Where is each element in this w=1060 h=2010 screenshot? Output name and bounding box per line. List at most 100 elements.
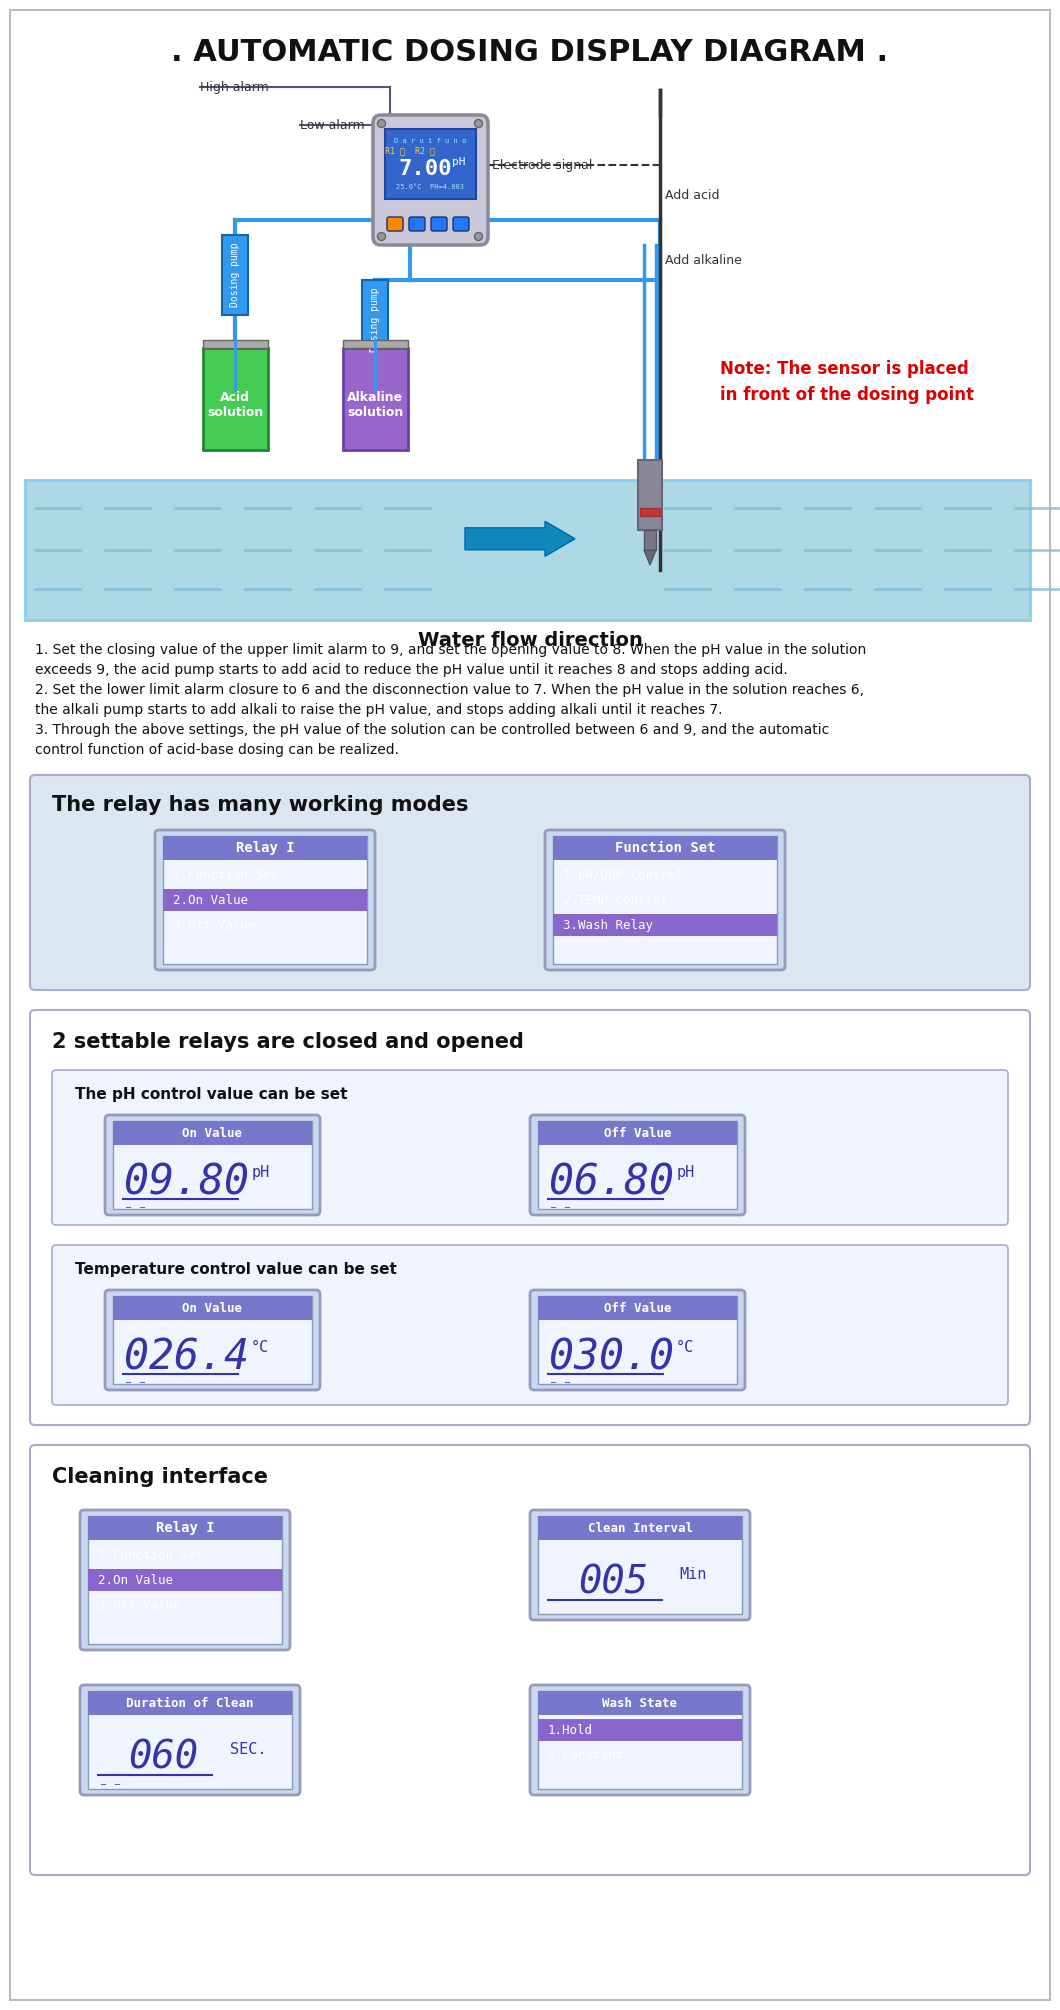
Text: Acid
solution: Acid solution bbox=[207, 392, 263, 418]
Text: pH: pH bbox=[676, 1164, 694, 1180]
Bar bbox=[343, 348, 408, 450]
FancyArrow shape bbox=[465, 521, 575, 557]
Text: 030.0: 030.0 bbox=[549, 1337, 674, 1379]
Text: Low alarm: Low alarm bbox=[300, 119, 365, 131]
Text: 060: 060 bbox=[128, 1739, 198, 1777]
Bar bbox=[553, 836, 777, 860]
Bar bbox=[88, 1516, 282, 1644]
Text: . AUTOMATIC DOSING DISPLAY DIAGRAM .: . AUTOMATIC DOSING DISPLAY DIAGRAM . bbox=[172, 38, 888, 66]
Text: Dosing pump: Dosing pump bbox=[230, 243, 240, 308]
FancyBboxPatch shape bbox=[155, 830, 375, 971]
Circle shape bbox=[377, 119, 386, 127]
FancyBboxPatch shape bbox=[52, 1069, 1008, 1224]
Text: The relay has many working modes: The relay has many working modes bbox=[52, 796, 469, 814]
FancyBboxPatch shape bbox=[105, 1290, 320, 1391]
Text: Alkaline
solution: Alkaline solution bbox=[347, 392, 403, 418]
Text: 026.4: 026.4 bbox=[124, 1337, 249, 1379]
FancyBboxPatch shape bbox=[431, 217, 447, 231]
Circle shape bbox=[377, 233, 386, 241]
FancyBboxPatch shape bbox=[30, 776, 1030, 991]
Text: ─  ─: ─ ─ bbox=[100, 1781, 120, 1789]
Circle shape bbox=[475, 233, 482, 241]
Text: °C: °C bbox=[676, 1341, 694, 1355]
Bar bbox=[163, 836, 367, 965]
Bar bbox=[88, 1690, 292, 1715]
Text: ─  ─: ─ ─ bbox=[550, 1204, 570, 1212]
Text: Wash State: Wash State bbox=[602, 1696, 677, 1708]
FancyBboxPatch shape bbox=[387, 217, 403, 231]
Bar bbox=[222, 235, 248, 316]
Text: The pH control value can be set: The pH control value can be set bbox=[75, 1087, 348, 1101]
Text: Cleaning interface: Cleaning interface bbox=[52, 1467, 268, 1487]
Bar bbox=[88, 1570, 282, 1592]
Text: 2. Set the lower limit alarm closure to 6 and the disconnection value to 7. When: 2. Set the lower limit alarm closure to … bbox=[35, 683, 864, 697]
Text: 1. Set the closing value of the upper limit alarm to 9, and set the opening valu: 1. Set the closing value of the upper li… bbox=[35, 643, 866, 657]
Bar bbox=[538, 1296, 737, 1385]
Text: 3.Off Value: 3.Off Value bbox=[98, 1598, 180, 1612]
Text: Electrode signal: Electrode signal bbox=[492, 159, 593, 171]
Bar bbox=[113, 1296, 312, 1385]
Text: 1.Hold: 1.Hold bbox=[548, 1723, 593, 1737]
Text: pH: pH bbox=[452, 157, 465, 167]
FancyBboxPatch shape bbox=[530, 1684, 750, 1795]
Polygon shape bbox=[644, 551, 656, 565]
FancyBboxPatch shape bbox=[530, 1116, 745, 1214]
Bar bbox=[343, 340, 408, 348]
FancyBboxPatch shape bbox=[80, 1684, 300, 1795]
FancyBboxPatch shape bbox=[453, 217, 469, 231]
Text: 1.Function Set: 1.Function Set bbox=[173, 868, 278, 882]
Text: Dosing pump: Dosing pump bbox=[370, 287, 379, 352]
Bar bbox=[538, 1719, 742, 1741]
Bar bbox=[538, 1122, 737, 1208]
Text: Duration of Clean: Duration of Clean bbox=[126, 1696, 253, 1708]
Bar bbox=[538, 1122, 737, 1146]
Text: High alarm: High alarm bbox=[200, 80, 269, 94]
Text: R1 ⊿  R2 ⊿: R1 ⊿ R2 ⊿ bbox=[385, 147, 435, 155]
Text: °C: °C bbox=[251, 1341, 269, 1355]
Bar bbox=[113, 1122, 312, 1146]
Text: ─  ─: ─ ─ bbox=[550, 1379, 570, 1387]
Text: Off Value: Off Value bbox=[604, 1302, 671, 1315]
Text: Add alkaline: Add alkaline bbox=[665, 253, 742, 267]
FancyBboxPatch shape bbox=[30, 1009, 1030, 1425]
Text: 7.00: 7.00 bbox=[399, 159, 452, 179]
Text: exceeds 9, the acid pump starts to add acid to reduce the pH value until it reac: exceeds 9, the acid pump starts to add a… bbox=[35, 663, 788, 677]
Bar bbox=[553, 836, 777, 965]
Circle shape bbox=[475, 119, 482, 127]
Text: 1.pH/ORP Control: 1.pH/ORP Control bbox=[563, 868, 683, 882]
Text: On Value: On Value bbox=[182, 1126, 243, 1140]
FancyBboxPatch shape bbox=[373, 115, 488, 245]
Text: control function of acid-base dosing can be realized.: control function of acid-base dosing can… bbox=[35, 744, 399, 758]
Bar bbox=[538, 1516, 742, 1614]
Text: 3. Through the above settings, the pH value of the solution can be controlled be: 3. Through the above settings, the pH va… bbox=[35, 724, 829, 738]
FancyBboxPatch shape bbox=[530, 1290, 745, 1391]
Text: 1.Function Set: 1.Function Set bbox=[98, 1548, 204, 1562]
Text: 3.Wash Relay: 3.Wash Relay bbox=[563, 919, 653, 931]
FancyBboxPatch shape bbox=[530, 1510, 750, 1620]
Text: the alkali pump starts to add alkali to raise the pH value, and stops adding alk: the alkali pump starts to add alkali to … bbox=[35, 704, 723, 718]
Text: Function Set: Function Set bbox=[615, 840, 716, 854]
Bar bbox=[363, 279, 388, 360]
FancyBboxPatch shape bbox=[545, 830, 785, 971]
Text: 3.Off Value: 3.Off Value bbox=[173, 919, 255, 931]
Text: Water flow direction: Water flow direction bbox=[418, 631, 642, 649]
Bar bbox=[644, 531, 656, 551]
FancyBboxPatch shape bbox=[30, 1445, 1030, 1875]
Bar bbox=[538, 1690, 742, 1715]
Text: Relay I: Relay I bbox=[235, 840, 295, 854]
Text: D a r u i f u n o: D a r u i f u n o bbox=[394, 139, 466, 145]
Text: pH: pH bbox=[251, 1164, 269, 1180]
Bar bbox=[88, 1516, 282, 1540]
Text: Clean Interval: Clean Interval bbox=[587, 1522, 692, 1534]
Text: Note: The sensor is placed
in front of the dosing point: Note: The sensor is placed in front of t… bbox=[720, 360, 974, 404]
Bar bbox=[163, 888, 367, 911]
Bar bbox=[538, 1516, 742, 1540]
Bar bbox=[385, 129, 476, 199]
Bar bbox=[113, 1296, 312, 1321]
Text: Off Value: Off Value bbox=[604, 1126, 671, 1140]
Text: 2.On Value: 2.On Value bbox=[173, 894, 248, 907]
Bar bbox=[204, 340, 268, 348]
Text: 005: 005 bbox=[579, 1564, 649, 1602]
Text: SEC.: SEC. bbox=[230, 1743, 266, 1757]
Bar bbox=[113, 1122, 312, 1208]
